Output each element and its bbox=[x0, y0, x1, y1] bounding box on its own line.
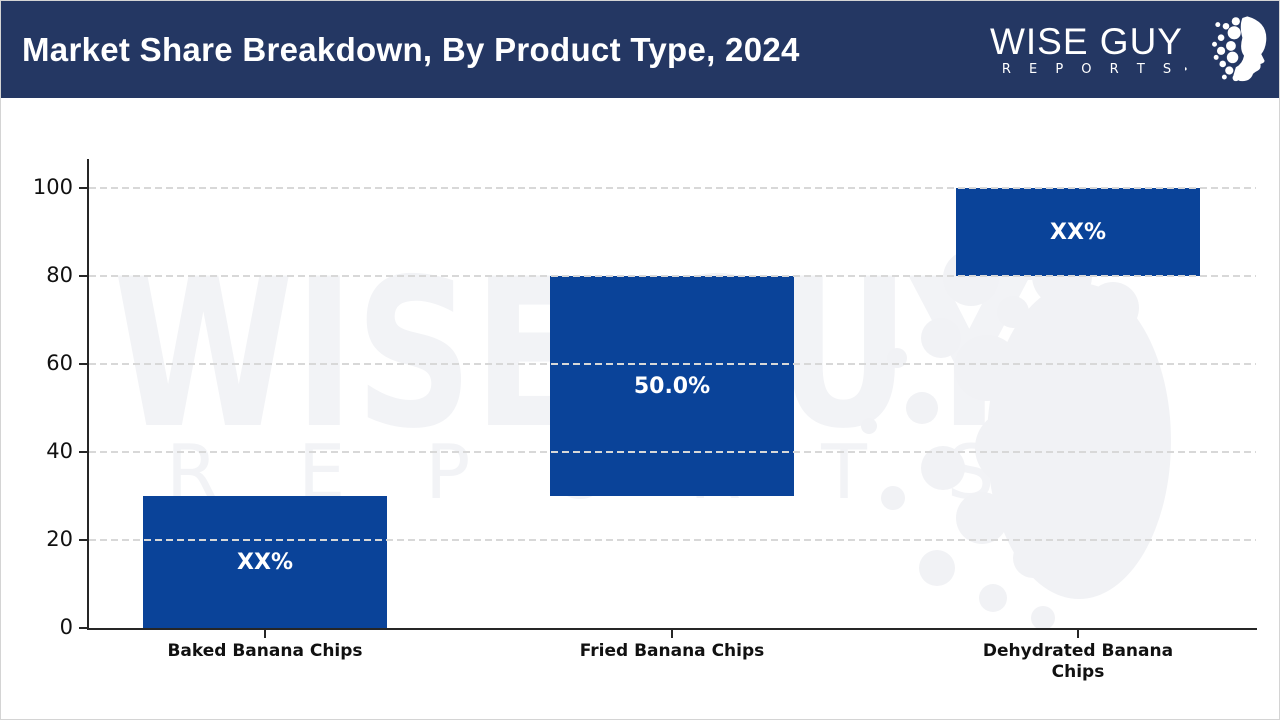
bar-value-label: XX% bbox=[237, 549, 293, 575]
y-tick-label: 80 bbox=[46, 263, 73, 287]
bar-value-label-box: XX% bbox=[143, 496, 387, 628]
chart-title: Market Share Breakdown, By Product Type,… bbox=[22, 30, 800, 68]
y-tick-label: 60 bbox=[46, 351, 73, 375]
y-tick-mark bbox=[79, 539, 87, 541]
bar-segment bbox=[550, 276, 794, 496]
brand-logo-subtext: R E P O R T S bbox=[1001, 62, 1179, 78]
brand-logo-name: WISE GUY bbox=[989, 20, 1183, 62]
bar-value-label: XX% bbox=[1050, 219, 1106, 245]
x-axis-line bbox=[87, 628, 1257, 630]
x-tick-mark bbox=[671, 630, 673, 638]
brand-logo: WISE GUY R E P O R T S bbox=[990, 7, 1267, 93]
y-tick-mark bbox=[79, 627, 87, 629]
x-tick-mark bbox=[1077, 630, 1079, 638]
bar-value-label: 50.0% bbox=[633, 373, 711, 399]
header-bar: Market Share Breakdown, By Product Type,… bbox=[1, 1, 1279, 98]
x-tick-mark bbox=[264, 630, 266, 638]
bar-segment bbox=[956, 188, 1200, 276]
y-tick-label: 100 bbox=[32, 175, 73, 199]
brand-head-icon bbox=[1185, 16, 1267, 82]
gridline-80 bbox=[89, 275, 1256, 277]
gridline-40 bbox=[89, 451, 1256, 453]
y-tick-label: 40 bbox=[46, 439, 73, 463]
bar-value-label-box: 50.0% bbox=[550, 276, 794, 496]
gridline-60 bbox=[89, 363, 1256, 365]
y-axis-line bbox=[87, 159, 89, 630]
gridline-20 bbox=[89, 539, 1256, 541]
y-tick-mark bbox=[79, 451, 87, 453]
x-category-label: Baked Banana Chips bbox=[167, 641, 363, 661]
y-tick-label: 20 bbox=[46, 527, 73, 551]
y-tick-mark bbox=[79, 363, 87, 365]
y-tick-mark bbox=[79, 187, 87, 189]
bar-segment bbox=[143, 496, 387, 628]
x-category-label: Dehydrated Banana Chips bbox=[982, 641, 1174, 683]
gridline-100 bbox=[89, 187, 1256, 189]
y-tick-mark bbox=[79, 275, 87, 277]
x-category-label: Fried Banana Chips bbox=[579, 641, 765, 661]
y-tick-label: 0 bbox=[59, 615, 73, 639]
bar-value-label-box: XX% bbox=[956, 188, 1200, 276]
